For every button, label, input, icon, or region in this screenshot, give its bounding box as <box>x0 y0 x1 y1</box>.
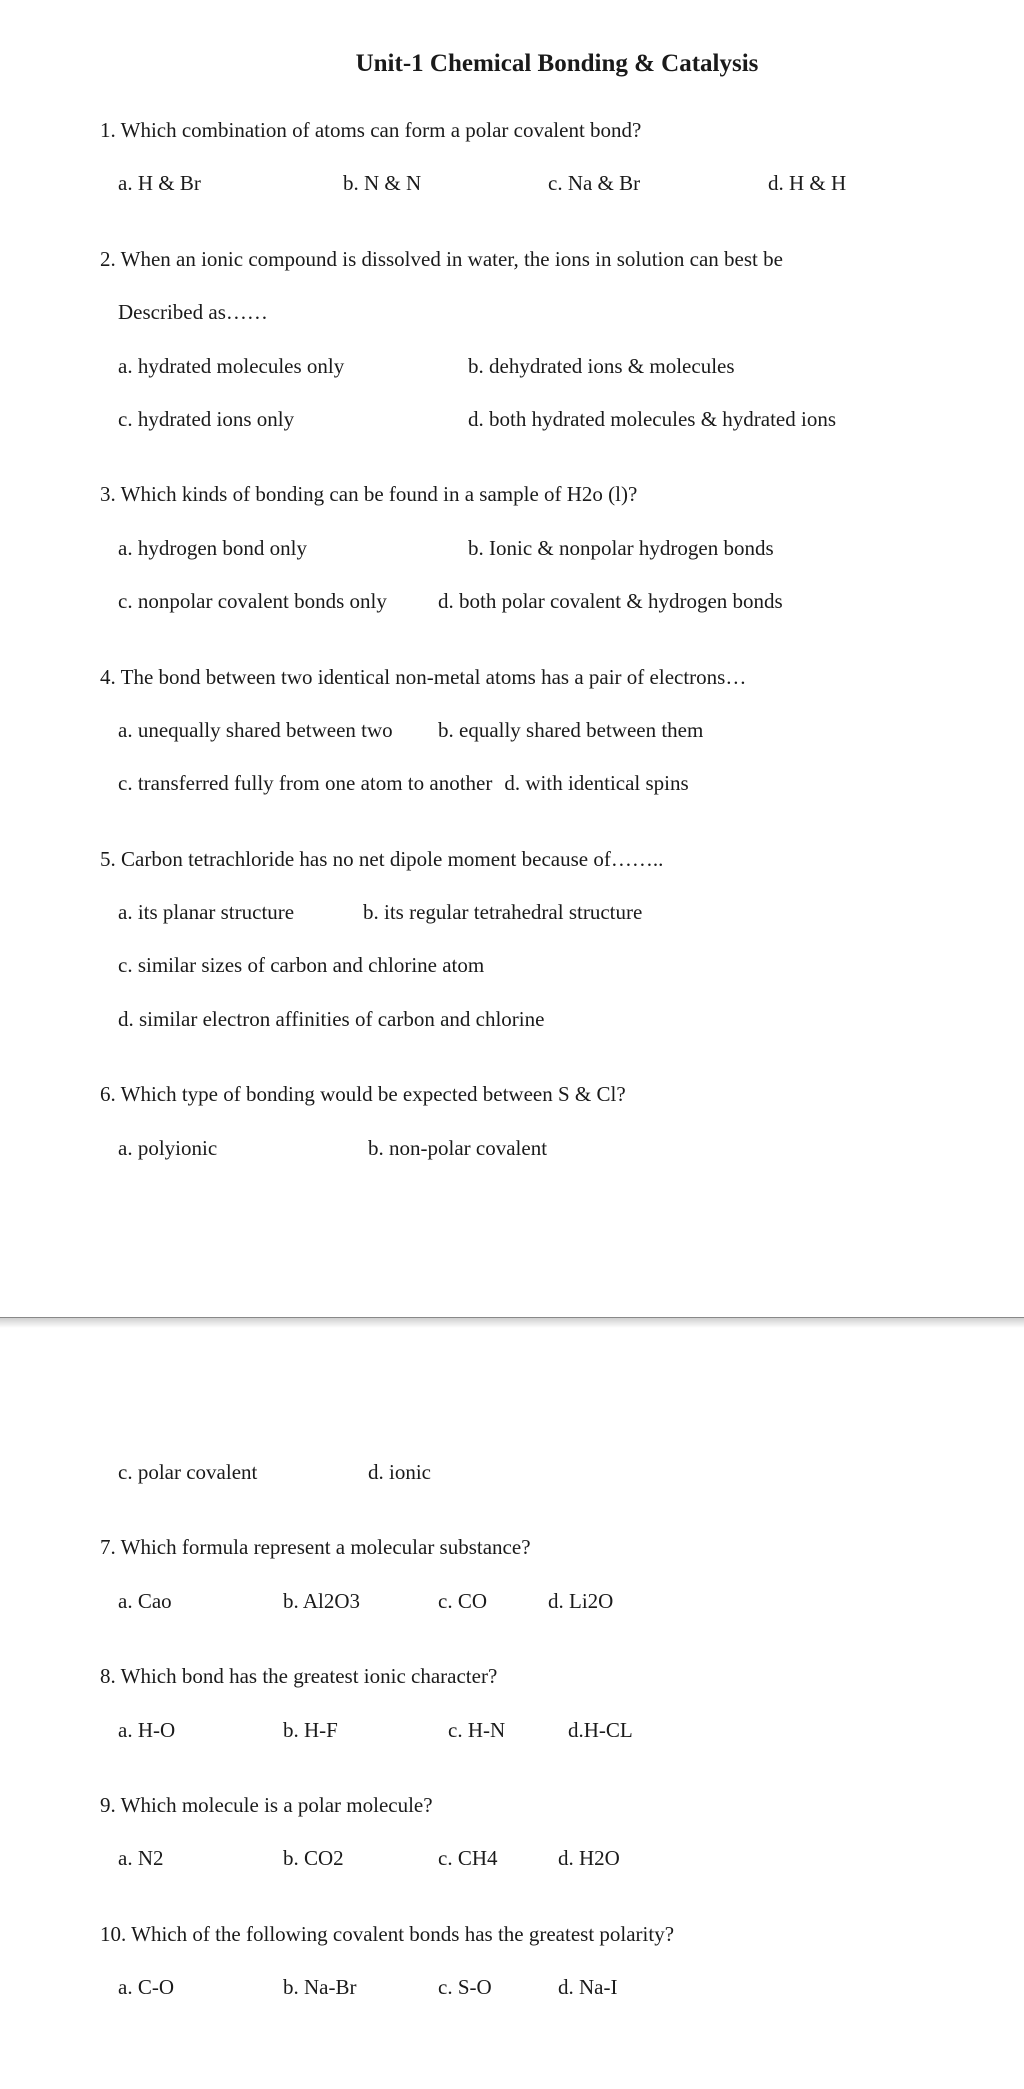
page-2: c. polar covalent d. ionic 7. Which form… <box>0 1458 1024 2089</box>
option-d: d. H2O <box>558 1844 620 1873</box>
option-b: b. dehydrated ions & molecules <box>468 352 735 381</box>
option-d: d. Na-I <box>558 1973 617 2002</box>
page-1: Unit-1 Chemical Bonding & Catalysis 1. W… <box>0 0 1024 1227</box>
option-b: b. Na-Br <box>283 1973 418 2002</box>
question-stem: 4. The bond between two identical non-me… <box>100 663 924 692</box>
option-b: b. CO2 <box>283 1844 418 1873</box>
option-a: a. its planar structure <box>118 898 343 927</box>
options-row: a. C-O b. Na-Br c. S-O d. Na-I <box>100 1973 924 2020</box>
options-row: c. hydrated ions only d. both hydrated m… <box>100 405 924 452</box>
options-row: a. its planar structure b. its regular t… <box>100 898 924 945</box>
option-d: d. both polar covalent & hydrogen bonds <box>438 587 783 616</box>
option-a: a. H & Br <box>118 169 293 198</box>
question-1: 1. Which combination of atoms can form a… <box>100 116 924 217</box>
option-c: c. similar sizes of carbon and chlorine … <box>118 951 484 980</box>
option-a: a. hydrated molecules only <box>118 352 418 381</box>
options-row: a. unequally shared between two b. equal… <box>100 716 924 763</box>
option-a: a. H-O <box>118 1716 263 1745</box>
options-row: d. similar electron affinities of carbon… <box>100 1005 924 1052</box>
option-d: d.H-CL <box>568 1716 633 1745</box>
option-b: b. N & N <box>343 169 498 198</box>
options-row: a. polyionic b. non-polar covalent <box>100 1134 924 1181</box>
option-b: b. Al2O3 <box>283 1587 418 1616</box>
question-5: 5. Carbon tetrachloride has no net dipol… <box>100 845 924 1053</box>
question-7: 7. Which formula represent a molecular s… <box>100 1533 924 1634</box>
option-a: a. Cao <box>118 1587 263 1616</box>
options-row: a. H & Br b. N & N c. Na & Br d. H & H <box>100 169 924 216</box>
question-stem: 7. Which formula represent a molecular s… <box>100 1533 924 1562</box>
options-row: c. polar covalent d. ionic <box>100 1458 924 1505</box>
question-stem: 2. When an ionic compound is dissolved i… <box>100 245 924 274</box>
options-row: a. hydrated molecules only b. dehydrated… <box>100 352 924 399</box>
question-stem: 1. Which combination of atoms can form a… <box>100 116 924 145</box>
question-6-continued: c. polar covalent d. ionic <box>100 1458 924 1505</box>
option-c: c. hydrated ions only <box>118 405 418 434</box>
option-a: a. hydrogen bond only <box>118 534 418 563</box>
question-3: 3. Which kinds of bonding can be found i… <box>100 480 924 634</box>
options-row: a. N2 b. CO2 c. CH4 d. H2O <box>100 1844 924 1891</box>
question-10: 10. Which of the following covalent bond… <box>100 1920 924 2021</box>
options-row: c. transferred fully from one atom to an… <box>100 769 924 816</box>
option-c: c. CH4 <box>438 1844 538 1873</box>
page-divider <box>0 1317 1024 1328</box>
option-d: d. similar electron affinities of carbon… <box>118 1005 544 1034</box>
option-b: b. its regular tetrahedral structure <box>363 898 642 927</box>
question-6: 6. Which type of bonding would be expect… <box>100 1080 924 1181</box>
option-b: b. H-F <box>283 1716 428 1745</box>
question-stem: 3. Which kinds of bonding can be found i… <box>100 480 924 509</box>
option-b: b. equally shared between them <box>438 716 703 745</box>
question-8: 8. Which bond has the greatest ionic cha… <box>100 1662 924 1763</box>
question-2: 2. When an ionic compound is dissolved i… <box>100 245 924 453</box>
option-d: d. H & H <box>768 169 846 198</box>
option-a: a. C-O <box>118 1973 263 2002</box>
question-stem: 6. Which type of bonding would be expect… <box>100 1080 924 1109</box>
options-row: c. nonpolar covalent bonds only d. both … <box>100 587 924 634</box>
option-d: d. ionic <box>368 1458 431 1487</box>
option-a: a. polyionic <box>118 1134 348 1163</box>
question-stem: 5. Carbon tetrachloride has no net dipol… <box>100 845 924 874</box>
option-a: a. unequally shared between two <box>118 716 418 745</box>
options-row: a. Cao b. Al2O3 c. CO d. Li2O <box>100 1587 924 1634</box>
options-row: c. similar sizes of carbon and chlorine … <box>100 951 924 998</box>
question-stem: 10. Which of the following covalent bond… <box>100 1920 924 1949</box>
options-row: a. hydrogen bond only b. Ionic & nonpola… <box>100 534 924 581</box>
options-row: a. H-O b. H-F c. H-N d.H-CL <box>100 1716 924 1763</box>
question-stem: 9. Which molecule is a polar molecule? <box>100 1791 924 1820</box>
option-c: c. S-O <box>438 1973 538 2002</box>
option-b: b. Ionic & nonpolar hydrogen bonds <box>468 534 774 563</box>
question-stem: 8. Which bond has the greatest ionic cha… <box>100 1662 924 1691</box>
option-c: c. H-N <box>448 1716 548 1745</box>
option-d: d. with identical spins <box>504 769 688 798</box>
question-4: 4. The bond between two identical non-me… <box>100 663 924 817</box>
option-a: a. N2 <box>118 1844 263 1873</box>
option-c: c. Na & Br <box>548 169 718 198</box>
option-c: c. transferred fully from one atom to an… <box>118 769 492 798</box>
option-d: d. Li2O <box>548 1587 613 1616</box>
option-c: c. CO <box>438 1587 528 1616</box>
question-9: 9. Which molecule is a polar molecule? a… <box>100 1791 924 1892</box>
option-c: c. nonpolar covalent bonds only <box>118 587 418 616</box>
option-b: b. non-polar covalent <box>368 1134 547 1163</box>
option-d: d. both hydrated molecules & hydrated io… <box>468 405 836 434</box>
option-c: c. polar covalent <box>118 1458 348 1487</box>
page-title: Unit-1 Chemical Bonding & Catalysis <box>190 50 924 78</box>
question-stem-continued: Described as…… <box>100 298 924 327</box>
